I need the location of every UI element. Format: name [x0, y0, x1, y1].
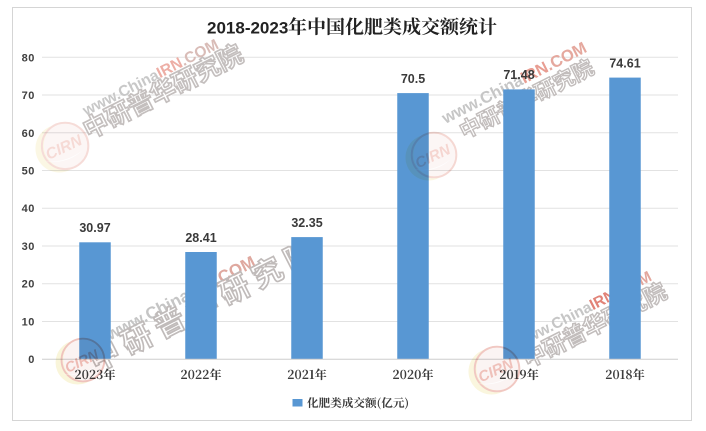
svg-text:10: 10 [22, 317, 35, 329]
svg-text:70.5: 70.5 [401, 72, 425, 86]
svg-text:30: 30 [22, 241, 35, 253]
svg-text:70: 70 [22, 90, 35, 102]
svg-text:32.35: 32.35 [291, 216, 322, 230]
svg-text:0: 0 [28, 354, 35, 366]
svg-text:74.61: 74.61 [609, 56, 640, 70]
svg-text:2018-2023: 2018-2023 [207, 19, 288, 38]
svg-text:71.48: 71.48 [503, 68, 534, 82]
svg-text:30.97: 30.97 [79, 221, 110, 235]
svg-text:28.41: 28.41 [185, 231, 216, 245]
svg-text:20: 20 [22, 279, 35, 291]
svg-text:80: 80 [22, 52, 35, 64]
svg-text:40: 40 [22, 203, 35, 215]
svg-text:50: 50 [22, 166, 35, 178]
svg-text:60: 60 [22, 128, 35, 140]
